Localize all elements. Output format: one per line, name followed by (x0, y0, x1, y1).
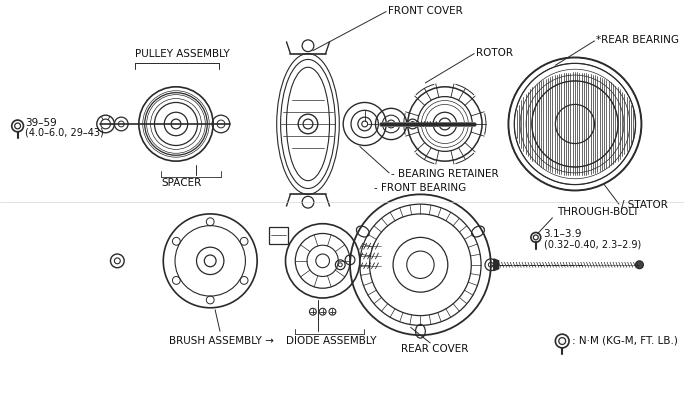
Text: / STATOR: / STATOR (621, 200, 668, 210)
Polygon shape (494, 259, 498, 271)
Text: ROTOR: ROTOR (476, 48, 513, 58)
Text: 3.1–3.9: 3.1–3.9 (544, 229, 582, 240)
Text: FRONT COVER: FRONT COVER (389, 6, 463, 15)
Text: DIODE ASSEMBLY: DIODE ASSEMBLY (286, 336, 376, 346)
Text: *REAR BEARING: *REAR BEARING (596, 35, 680, 45)
Text: PULLEY ASSEMBLY: PULLEY ASSEMBLY (135, 48, 230, 59)
Text: 39–59: 39–59 (25, 118, 57, 128)
Text: - BEARING RETAINER: - BEARING RETAINER (391, 169, 498, 179)
Text: THROUGH-BOLT: THROUGH-BOLT (557, 207, 639, 217)
Text: REAR COVER: REAR COVER (401, 344, 468, 354)
Text: : N·M (KG-M, FT. LB.): : N·M (KG-M, FT. LB.) (572, 335, 678, 345)
Text: (0.32–0.40, 2.3–2.9): (0.32–0.40, 2.3–2.9) (544, 239, 641, 249)
Text: (4.0–6.0, 29–43): (4.0–6.0, 29–43) (25, 128, 104, 138)
Circle shape (636, 261, 643, 269)
Text: - FRONT BEARING: - FRONT BEARING (374, 183, 467, 193)
Text: SPACER: SPACER (161, 178, 202, 187)
Text: BRUSH ASSEMBLY →: BRUSH ASSEMBLY → (169, 336, 274, 346)
